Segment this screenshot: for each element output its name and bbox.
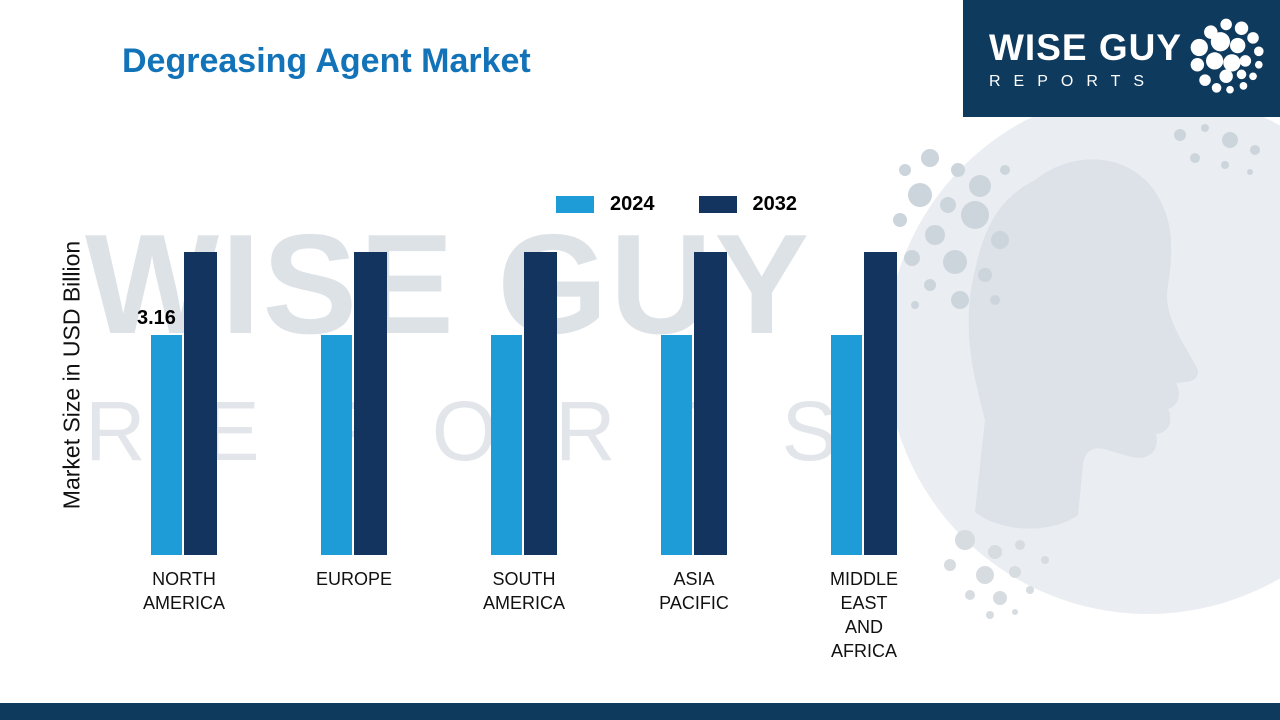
logo-wiseguy-text: WISE GUY (989, 26, 1183, 68)
bar-chart: 3.16 NORTH AMERICA EUROPE SOUTH AMERICA ASIA… (99, 252, 949, 663)
legend-item-2024: 2024 (556, 193, 655, 216)
category-label-asia-pacific: ASIA PACIFIC (659, 569, 729, 613)
bar-pair: 3.16 (137, 252, 217, 555)
legend-label-2032: 2032 (752, 193, 798, 215)
bar-2024-europe (321, 335, 352, 555)
legend-label-2024: 2024 (610, 193, 655, 215)
bar-group-asia-pacific: ASIA PACIFIC (609, 252, 779, 663)
category-label-middle-east-and-africa: MIDDLE EAST AND AFRICA (829, 569, 898, 661)
dot-cluster-bottom (944, 530, 1049, 619)
bar-2032-asia-pacific (694, 252, 727, 555)
bar-group-north-america: 3.16 NORTH AMERICA (99, 252, 269, 663)
bar-2024-middle-east-and-africa (831, 335, 862, 555)
legend-item-2032: 2032 (698, 193, 798, 216)
category-label-north-america: NORTH AMERICA (142, 569, 225, 613)
logo-text: WISE GUY REPORTS (963, 27, 1182, 91)
bar-2024-asia-pacific (661, 335, 692, 555)
y-axis-label: Market Size in USD Billion (58, 240, 85, 510)
bar-2032-middle-east-and-africa (864, 252, 897, 555)
footer-bar (0, 703, 1280, 720)
bar-value-label: 3.16 (137, 307, 176, 329)
logo-head-icon (1190, 18, 1264, 94)
bar-group-europe: EUROPE (269, 252, 439, 663)
legend: 2024 2032 (556, 193, 797, 216)
bar-2024-north-america: 3.16 (137, 307, 182, 555)
bar-group-middle-east-and-africa: MIDDLE EAST AND AFRICA (779, 252, 949, 663)
dot-cluster-top (893, 149, 1010, 309)
bar-pair (321, 252, 387, 555)
bar-pair (661, 252, 727, 555)
bar-group-south-america: SOUTH AMERICA (439, 252, 609, 663)
category-label-europe: EUROPE (315, 569, 393, 589)
bar-pair (491, 252, 557, 555)
head-silhouette (968, 159, 1198, 529)
legend-swatch-2032 (698, 196, 737, 213)
legend-swatch-2024 (556, 196, 594, 213)
page-title: Degreasing Agent Market (122, 42, 531, 80)
bar-2032-north-america (184, 252, 217, 555)
bar-pair (831, 252, 897, 555)
dot-cluster-right (1174, 124, 1260, 175)
bar-2032-europe (354, 252, 387, 555)
bar-2032-south-america (524, 252, 557, 555)
bar-2024-south-america (491, 335, 522, 555)
logo: WISE GUY REPORTS (963, 0, 1280, 117)
logo-reports-text: REPORTS (989, 72, 1158, 90)
category-label-south-america: SOUTH AMERICA (482, 569, 565, 613)
